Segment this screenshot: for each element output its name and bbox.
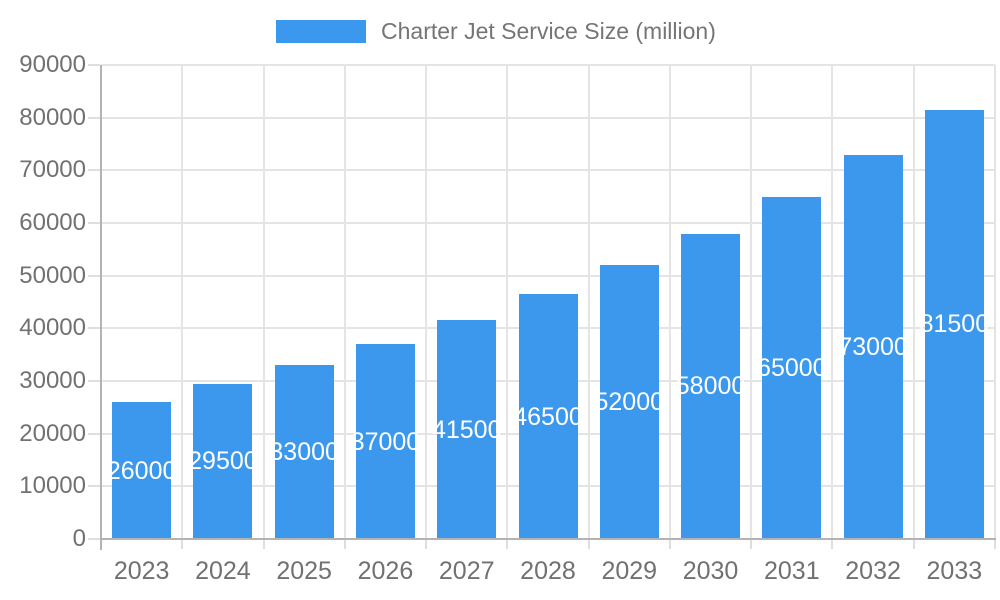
bar-2023[interactable] — [112, 402, 172, 538]
y-axis-label: 70000 — [19, 156, 86, 184]
x-axis-label: 2030 — [682, 557, 739, 585]
gridline-horizontal — [101, 274, 995, 277]
x-axis-line — [100, 538, 996, 540]
x-axis-tick — [831, 540, 834, 549]
x-axis-tick — [425, 540, 428, 549]
y-axis-label: 40000 — [19, 314, 86, 342]
x-axis-tick — [343, 540, 346, 549]
bar-value-label: 81500 — [919, 310, 990, 339]
bar-2027[interactable] — [437, 320, 497, 538]
gridline-horizontal — [101, 116, 995, 119]
bar-value-label: 41500 — [431, 415, 502, 444]
x-axis-label: 2027 — [438, 557, 495, 585]
x-axis-label: 2033 — [926, 557, 983, 585]
x-axis-tick — [506, 540, 509, 549]
y-axis-label: 0 — [72, 525, 86, 552]
y-axis-line — [100, 65, 102, 550]
y-axis-label: 50000 — [19, 261, 86, 289]
bar-value-label: 65000 — [757, 353, 827, 382]
y-axis-tick — [88, 274, 100, 277]
y-axis-tick — [88, 485, 100, 488]
x-axis-tick — [750, 540, 753, 549]
bar-2025[interactable] — [274, 365, 334, 538]
x-axis-tick — [912, 540, 915, 549]
x-axis-tick — [181, 540, 184, 549]
x-axis-label: 2025 — [276, 557, 332, 585]
x-axis-label: 2028 — [520, 557, 576, 585]
y-axis-tick — [88, 169, 100, 172]
bar-value-label: 29500 — [188, 447, 258, 476]
x-axis-tick — [994, 540, 996, 549]
y-axis-label: 90000 — [19, 51, 86, 78]
gridline-vertical — [262, 65, 265, 539]
gridline-vertical — [831, 65, 834, 539]
bar-value-label: 58000 — [675, 372, 746, 401]
gridline-vertical — [181, 65, 184, 539]
y-axis-tick — [88, 432, 100, 435]
bar-2024[interactable] — [193, 383, 253, 538]
bar-2033[interactable] — [924, 109, 984, 538]
x-axis-label: 2032 — [845, 557, 901, 585]
legend-swatch-icon — [276, 19, 366, 43]
gridline-vertical — [668, 65, 671, 539]
y-axis-label: 30000 — [19, 367, 86, 394]
bar-value-label: 73000 — [838, 332, 908, 361]
x-axis-tick — [668, 540, 671, 549]
bar-2028[interactable] — [518, 294, 578, 538]
gridline-vertical — [587, 65, 590, 539]
x-axis-tick — [587, 540, 590, 549]
bar-value-label: 52000 — [594, 388, 665, 417]
x-axis-tick — [262, 540, 265, 549]
gridline-horizontal — [101, 169, 995, 172]
y-axis-label: 60000 — [19, 209, 86, 236]
gridline-vertical — [425, 65, 428, 539]
y-axis-label: 10000 — [19, 472, 86, 500]
y-axis-label: 80000 — [19, 103, 86, 131]
y-axis-tick — [88, 222, 100, 224]
bar-value-label: 33000 — [269, 438, 339, 467]
gridline-horizontal — [101, 64, 995, 66]
y-axis-tick — [88, 64, 100, 66]
x-axis-label: 2023 — [113, 557, 170, 585]
legend-label: Charter Jet Service Size (million) — [381, 18, 716, 44]
y-axis-tick — [88, 538, 100, 540]
bar-2031[interactable] — [762, 196, 822, 538]
y-axis-tick — [88, 327, 100, 330]
x-axis-label: 2031 — [763, 557, 820, 585]
gridline-horizontal — [101, 222, 995, 224]
bar-2030[interactable] — [681, 233, 741, 538]
x-axis-label: 2024 — [195, 557, 251, 585]
y-axis-tick — [88, 380, 100, 382]
bar-2029[interactable] — [599, 265, 659, 538]
x-axis-label: 2026 — [357, 557, 414, 585]
gridline-vertical — [994, 65, 996, 539]
y-axis-tick — [88, 116, 100, 119]
legend[interactable]: Charter Jet Service Size (million) — [276, 19, 716, 43]
gridline-vertical — [343, 65, 346, 539]
bar-2032[interactable] — [843, 154, 903, 538]
bar-value-label: 37000 — [350, 427, 421, 456]
gridline-vertical — [750, 65, 753, 539]
bar-2026[interactable] — [355, 344, 415, 538]
bar-value-label: 26000 — [106, 456, 177, 485]
y-axis-label: 20000 — [19, 419, 86, 447]
x-axis-label: 2029 — [601, 557, 658, 585]
gridline-vertical — [506, 65, 509, 539]
bar-value-label: 46500 — [513, 402, 583, 431]
gridline-vertical — [912, 65, 915, 539]
